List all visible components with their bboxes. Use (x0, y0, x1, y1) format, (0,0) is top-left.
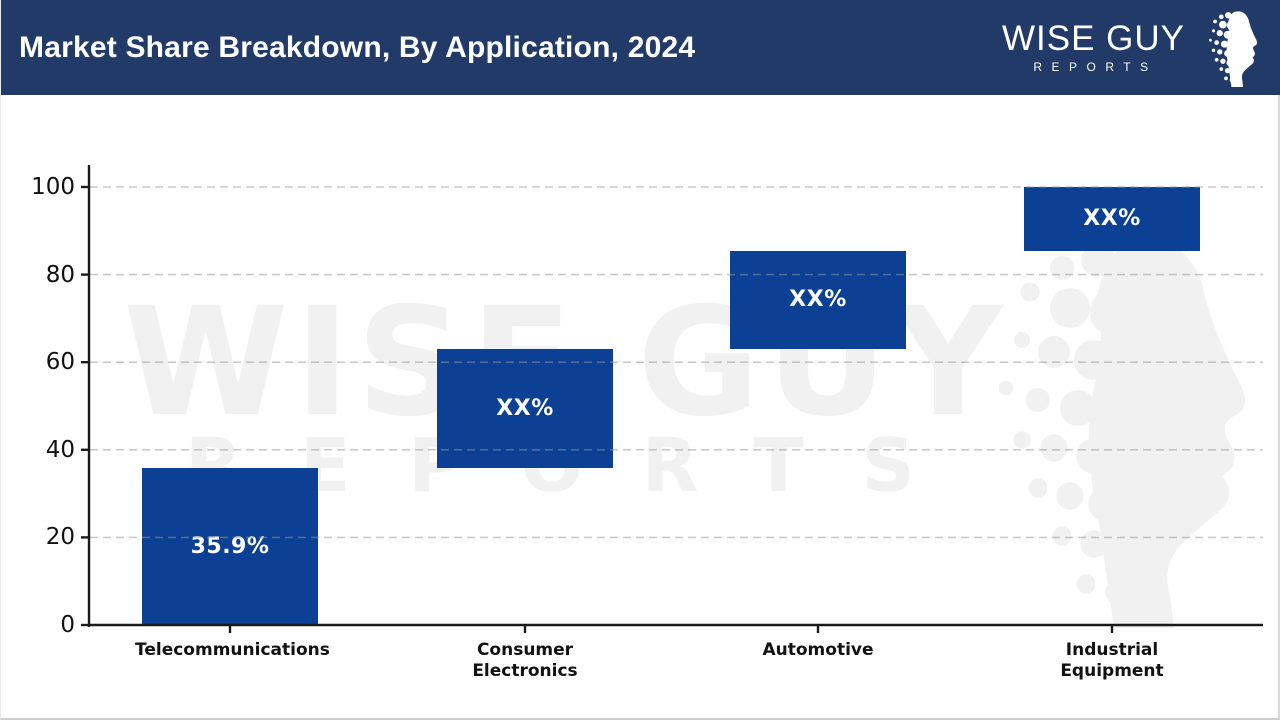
bar-telecommunications: 35.9% (142, 467, 318, 625)
y-tick-100: 100 (31, 174, 75, 200)
bar-value-label: XX% (789, 287, 847, 313)
bar-value-label: XX% (1083, 206, 1141, 232)
bar-consumer-electronics: XX% (437, 349, 613, 468)
y-tick-20: 20 (45, 524, 75, 551)
brand-logo: WISE GUY REPORTS (1002, 6, 1265, 90)
bar-industrial-equipment: XX% (1024, 187, 1200, 251)
y-tick-80: 80 (45, 261, 75, 288)
header-bar: Market Share Breakdown, By Application, … (1, 0, 1280, 95)
bar-automotive: XX% (730, 250, 906, 350)
x-label-industrial-equipment: Industrial Equipment (1060, 640, 1164, 681)
bar-value-label: 35.9% (190, 533, 270, 559)
bar-value-label: XX% (496, 395, 554, 421)
brand-name: WISE GUY (1001, 19, 1185, 58)
brand-subtitle: REPORTS (1033, 60, 1158, 74)
chart-title: Market Share Breakdown, By Application, … (19, 30, 696, 64)
brand-head-icon (1208, 10, 1258, 87)
y-tick-40: 40 (45, 436, 75, 463)
y-tick-60: 60 (45, 349, 75, 376)
brand-logo-text: WISE GUY REPORTS (1001, 19, 1185, 75)
y-tick-0: 0 (60, 612, 75, 638)
x-label-consumer-electronics: Consumer Electronics (472, 640, 578, 681)
x-label-telecommunications: Telecommunications (135, 640, 330, 660)
x-label-automotive: Automotive (762, 640, 874, 660)
